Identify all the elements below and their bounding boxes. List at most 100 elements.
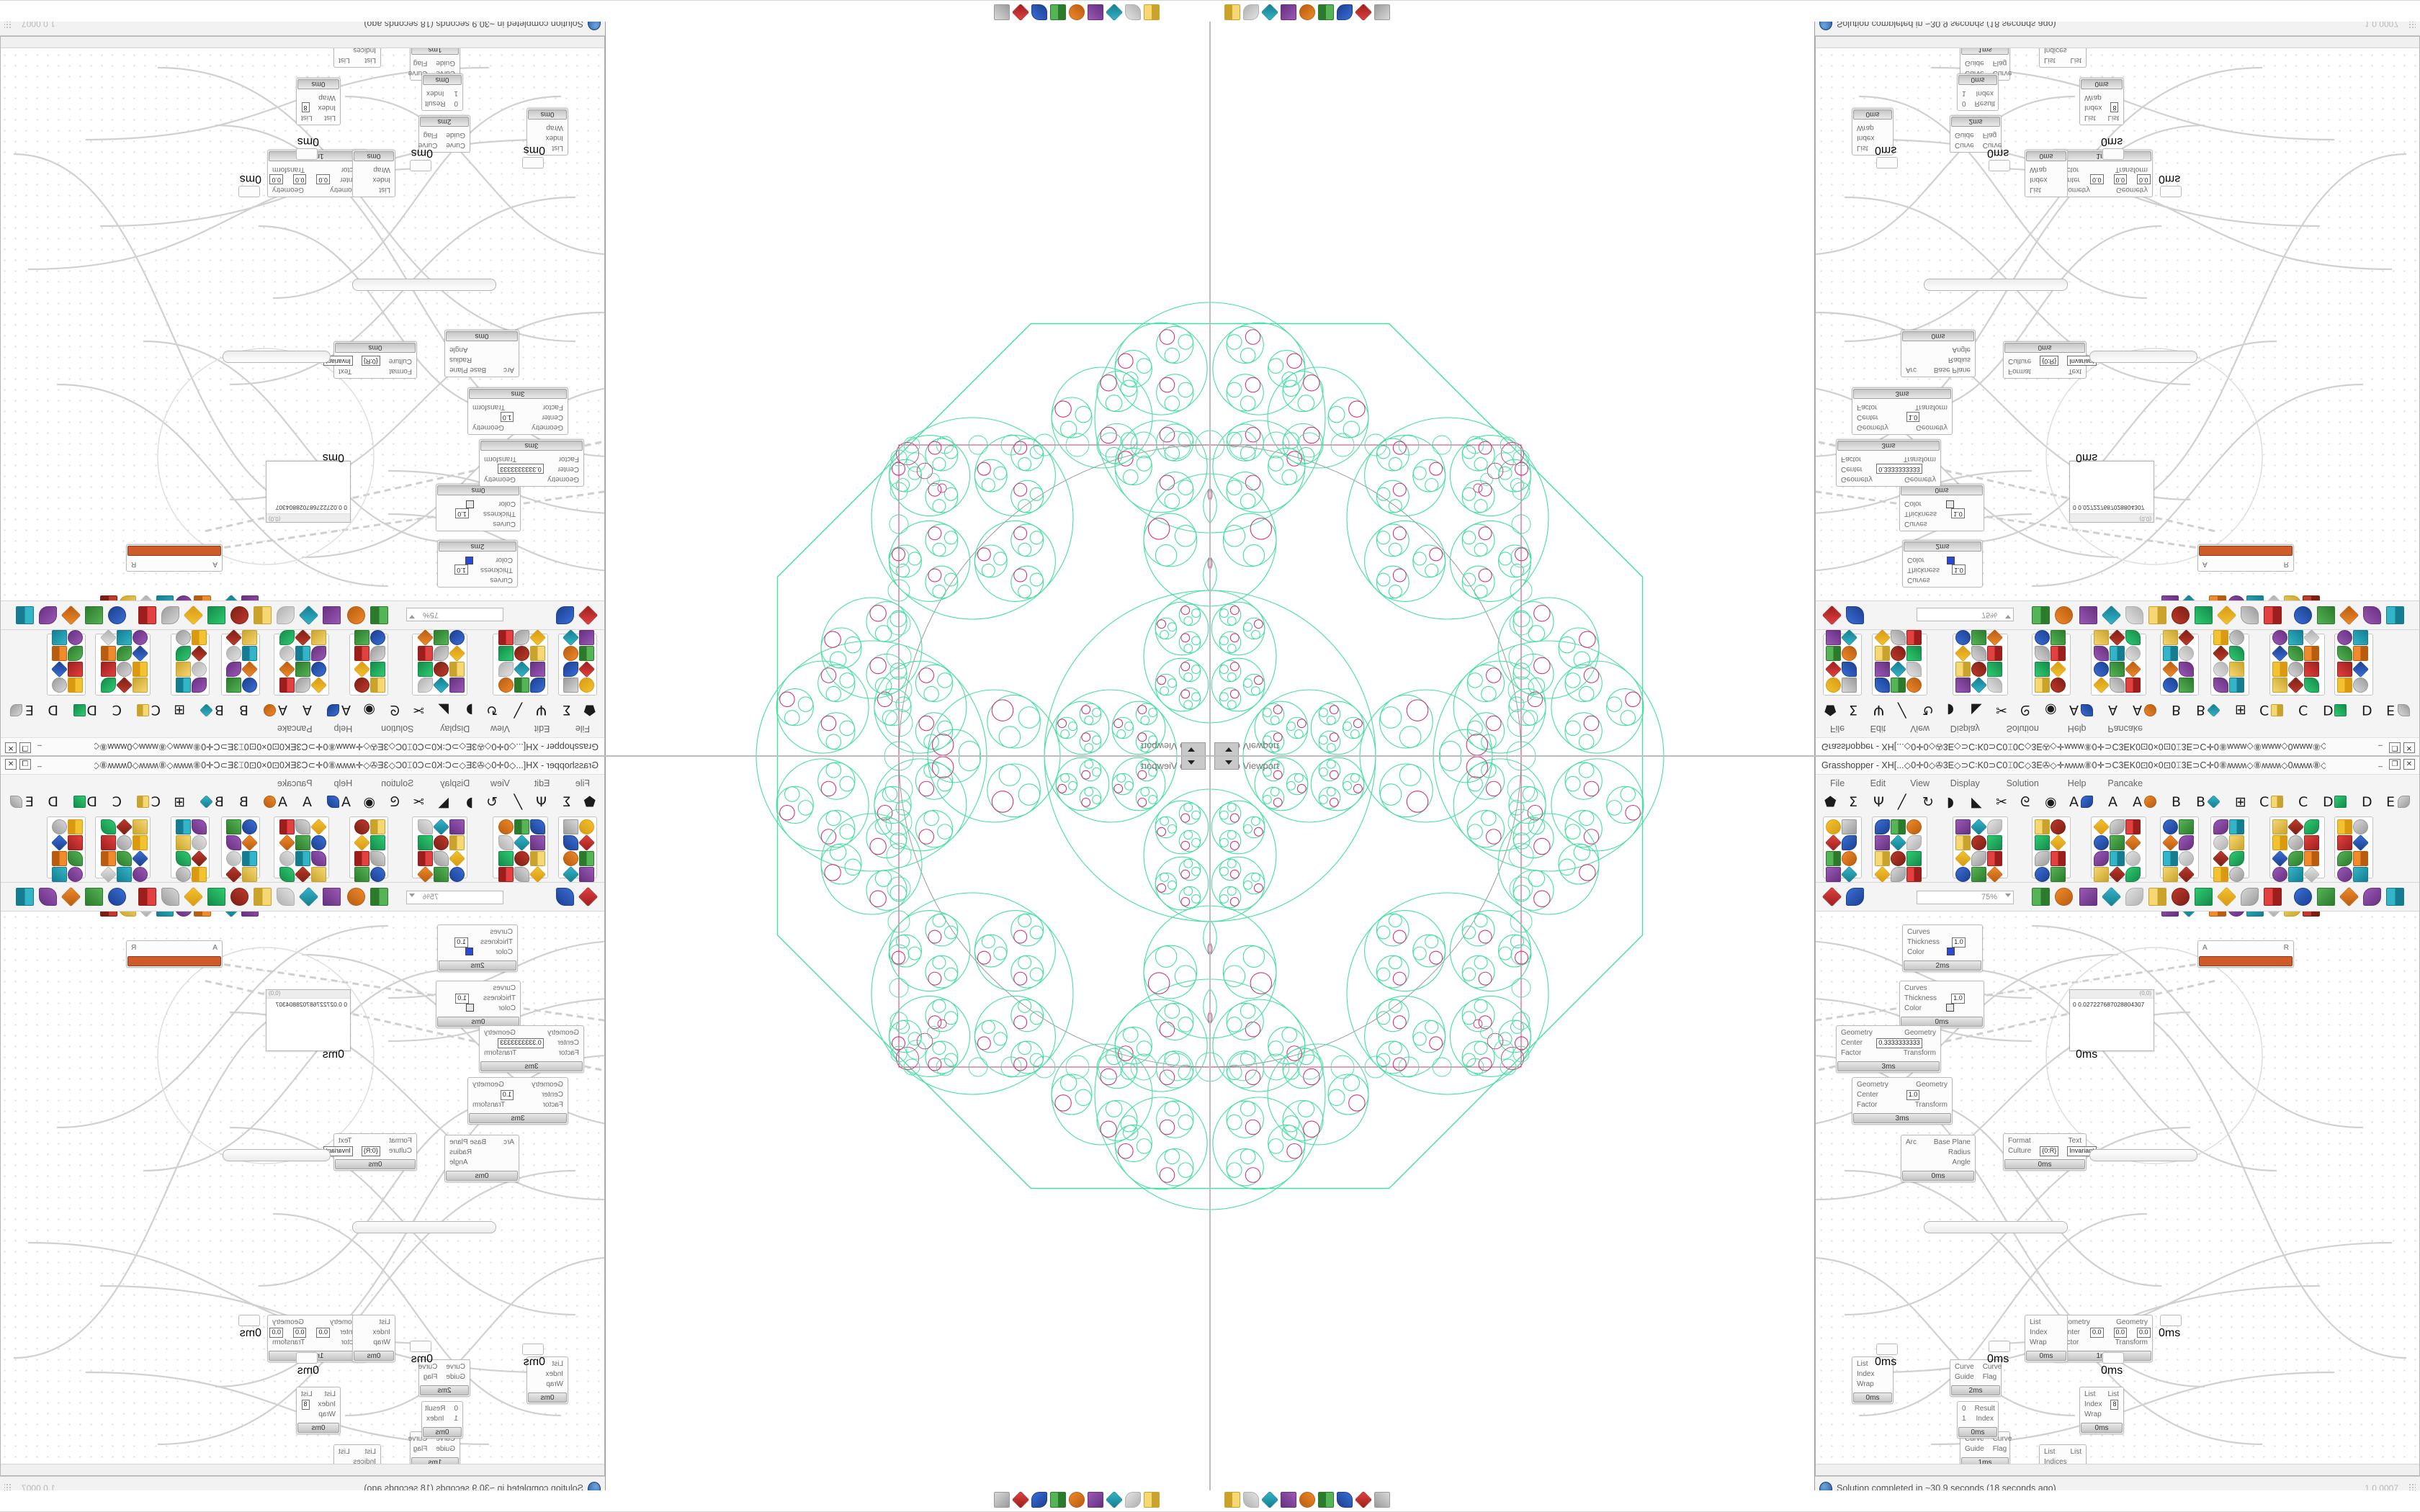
- ribbon-tab-vector[interactable]: B: [238, 794, 248, 810]
- palette-icon[interactable]: [221, 594, 241, 600]
- palette-icon[interactable]: [2229, 819, 2244, 834]
- palette-icon[interactable]: [176, 819, 191, 834]
- palette-icon[interactable]: [562, 629, 580, 647]
- palette-icon[interactable]: [226, 851, 241, 866]
- palette-icon[interactable]: [578, 834, 596, 852]
- zoom-level-input[interactable]: 75%: [406, 891, 503, 904]
- menu-item-pancake[interactable]: Pancake: [277, 724, 313, 734]
- palette-icon[interactable]: [295, 851, 310, 866]
- at-sign-icon[interactable]: [277, 606, 295, 624]
- arc-decompose[interactable]: Arc Base Plane Radius Angle 0ms: [1901, 1135, 1976, 1182]
- palette-icon[interactable]: [2228, 595, 2245, 600]
- palette-icon[interactable]: [2108, 629, 2126, 647]
- ribbon-glyph-9[interactable]: ◉: [2045, 794, 2057, 810]
- widget-icon[interactable]: [60, 886, 81, 907]
- node-xyz-field-0[interactable]: 0.0: [316, 1328, 330, 1338]
- palette-icon[interactable]: [529, 865, 547, 883]
- node-value-field[interactable]: 1.0: [454, 937, 468, 948]
- cha-icon[interactable]: [2148, 888, 2166, 906]
- menu-item-help[interactable]: Help: [333, 778, 353, 788]
- palette-icon[interactable]: [50, 660, 68, 678]
- scale-component-2[interactable]: Geometry Geometry Center 1.0 Factor Transform…: [1852, 1077, 1953, 1125]
- scale-component-2[interactable]: Geometry Geometry Center 1.0 Factor Transform…: [467, 1077, 568, 1125]
- calculator-icon[interactable]: [1050, 1492, 1066, 1508]
- palette-icon[interactable]: [2051, 851, 2066, 866]
- node-value-field[interactable]: 1.0: [455, 508, 469, 518]
- palette-icon[interactable]: [1842, 678, 1857, 693]
- palette-icon[interactable]: [2108, 865, 2126, 883]
- palette-icon[interactable]: [2161, 595, 2179, 600]
- scale-component[interactable]: Geometry Geometry Center 0.3333333333 Factor…: [1836, 439, 1941, 487]
- palette-icon[interactable]: [2264, 594, 2284, 600]
- palette-icon[interactable]: [101, 662, 116, 677]
- grasshopper-titlebar[interactable]: Grasshopper - XH[...◇0✛0◇✇3E◇⊃C꞉K0⊃C0⌶0C…: [1816, 756, 2419, 775]
- palette-icon[interactable]: [1906, 630, 1922, 645]
- list-item-3[interactable]: List List Index 8 Wrap 0ms: [2079, 1387, 2124, 1434]
- palette-icon[interactable]: [2110, 646, 2125, 661]
- palette-icon[interactable]: [1906, 867, 1922, 882]
- cyan-egg-icon[interactable]: [2363, 888, 2381, 906]
- palette-icon[interactable]: [2163, 678, 2178, 693]
- ribbon-tab-maths[interactable]: A: [2108, 794, 2118, 810]
- palette-icon[interactable]: [2272, 819, 2287, 834]
- palette-icon[interactable]: [1873, 865, 1891, 883]
- palette-icon[interactable]: [353, 660, 371, 678]
- ribbon-tab-icon-2[interactable]: [2144, 704, 2156, 716]
- zoom-extents-icon[interactable]: [2032, 888, 2050, 906]
- palette-icon[interactable]: [370, 646, 385, 661]
- palette-icon[interactable]: [2179, 819, 2194, 834]
- palette-icon[interactable]: [192, 662, 207, 677]
- palette-icon[interactable]: [2094, 646, 2109, 661]
- palette-icon[interactable]: [2337, 662, 2352, 677]
- palette-icon[interactable]: [2304, 819, 2319, 834]
- palette-icon[interactable]: [2209, 595, 2226, 600]
- palette-icon[interactable]: [119, 595, 136, 600]
- palette-icon[interactable]: [99, 865, 117, 883]
- palette-icon[interactable]: [2125, 819, 2141, 834]
- bake-icon[interactable]: [2101, 886, 2122, 907]
- palette-icon[interactable]: [279, 678, 295, 693]
- palette-icon[interactable]: [176, 678, 191, 693]
- palette-icon[interactable]: [2337, 851, 2352, 866]
- palette-icon[interactable]: [2287, 818, 2305, 836]
- preview-icon[interactable]: [347, 606, 365, 624]
- palette-icon[interactable]: [2124, 660, 2142, 678]
- palette-icon[interactable]: [1891, 867, 1906, 882]
- palette-icon[interactable]: [225, 629, 243, 647]
- palette-icon[interactable]: [1889, 834, 1907, 852]
- palette-icon[interactable]: [2213, 835, 2228, 850]
- palette-icon[interactable]: [2272, 630, 2287, 645]
- palette-icon[interactable]: [156, 912, 174, 917]
- palette-icon[interactable]: [1955, 835, 1971, 850]
- save-icon[interactable]: [1125, 4, 1141, 20]
- node-value-field[interactable]: {0:R}: [2040, 356, 2059, 366]
- palette-icon[interactable]: [2353, 819, 2368, 834]
- ribbon-tab-transform[interactable]: D: [86, 794, 97, 810]
- palette-icon[interactable]: [226, 678, 241, 693]
- ribbon-glyph-1[interactable]: Σ: [1849, 702, 1858, 718]
- palette-icon[interactable]: [2051, 678, 2066, 693]
- palette-icon[interactable]: [418, 678, 433, 693]
- firefox-icon[interactable]: [1105, 1490, 1124, 1509]
- palette-icon[interactable]: [2246, 912, 2264, 917]
- palette-icon[interactable]: [2284, 912, 2301, 917]
- ribbon-glyph-0[interactable]: ⬟: [583, 702, 596, 718]
- relay-node-2[interactable]: 0ms: [1987, 147, 2010, 171]
- ribbon-glyph-2[interactable]: Ψ: [536, 702, 547, 718]
- ribbon-tab-icon-6[interactable]: [137, 796, 149, 808]
- palette-icon[interactable]: [2228, 912, 2245, 917]
- at-sign-icon[interactable]: [277, 888, 295, 906]
- ribbon-tab-icon-10[interactable]: [10, 704, 22, 716]
- relay-node-1[interactable]: 0ms: [296, 135, 319, 160]
- palette-icon[interactable]: [2229, 678, 2244, 693]
- magnifier-icon[interactable]: [207, 888, 225, 906]
- ribbon-tab-params[interactable]: A: [341, 702, 351, 718]
- ribbon-tab-params[interactable]: A: [2069, 702, 2079, 718]
- ribbon-tab-icon-0[interactable]: [2081, 796, 2093, 808]
- ribbon-tab-icon-10[interactable]: [2398, 704, 2410, 716]
- palette-icon[interactable]: [1875, 678, 1890, 693]
- notepad-icon[interactable]: [1031, 4, 1047, 20]
- relay-node-1[interactable]: 0ms: [296, 1352, 319, 1377]
- palette-icon[interactable]: [133, 835, 148, 850]
